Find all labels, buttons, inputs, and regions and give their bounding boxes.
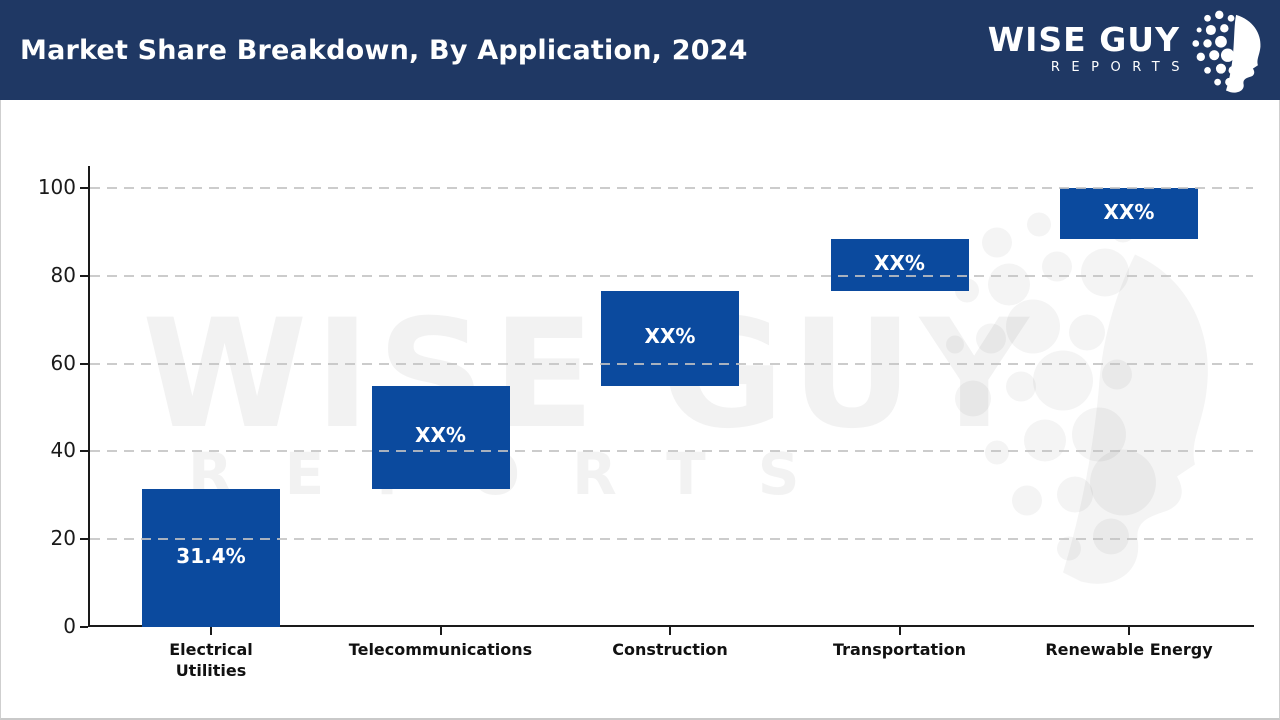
bar-electrical-utilities — [142, 489, 280, 627]
y-tick-100 — [80, 187, 88, 189]
y-tick-80 — [80, 274, 88, 277]
wise-guy-reports-logo: WISE GUY REPORTS — [988, 6, 1268, 94]
y-tick-60 — [80, 362, 88, 365]
logo-reports-label: REPORTS — [1050, 60, 1191, 75]
x-tick-transportation — [898, 627, 901, 635]
y-tick-label-100: 100 — [37, 175, 76, 199]
watermark-text-wiseguy: WISE GUY — [142, 288, 1036, 462]
logo-wiseguy-label: WISE GUY — [987, 20, 1180, 59]
x-tick-construction — [669, 627, 671, 635]
y-tick-label-80: 80 — [50, 262, 76, 287]
bar-value-label-telecommunications: XX% — [415, 423, 466, 448]
bar-value-label-construction: XX% — [644, 324, 696, 349]
x-category-label-telecommunications: Telecommunications — [321, 639, 561, 660]
y-tick-40 — [80, 450, 88, 453]
gridline-100 — [90, 187, 1253, 189]
bar-telecommunications — [371, 385, 510, 490]
x-category-label-transportation: Transportation — [780, 639, 1020, 660]
bar-transportation — [830, 239, 969, 291]
x-category-label-line: Renewable Energy — [1045, 640, 1213, 659]
y-axis-spine — [88, 166, 90, 627]
gridline-20 — [90, 538, 1253, 541]
logo-face-icon — [1192, 10, 1261, 93]
bar-value-label-renewable-energy: XX% — [1103, 199, 1155, 224]
x-category-label-line: Construction — [612, 640, 728, 659]
x-tick-renewable-energy — [1128, 627, 1130, 635]
x-category-label-line: Transportation — [832, 640, 967, 659]
x-tick-electrical-utilities — [210, 627, 212, 635]
y-tick-label-40: 40 — [50, 438, 76, 463]
x-category-label-construction: Construction — [550, 639, 790, 660]
x-axis-spine — [88, 625, 1254, 627]
y-tick-0 — [80, 626, 88, 628]
y-tick-label-20: 20 — [50, 526, 76, 551]
y-tick-label-60: 60 — [50, 350, 76, 375]
bar-value-label-electrical-utilities: 31.4% — [176, 544, 246, 569]
x-category-label-line: Electrical — [169, 640, 253, 659]
x-category-label-electrical-utilities: Electrical Utilities — [91, 639, 331, 681]
x-category-label-line: Telecommunications — [348, 640, 533, 659]
y-tick-20 — [80, 538, 88, 541]
logo-text: WISE GUY REPORTS — [987, 20, 1180, 76]
bar-construction — [601, 290, 739, 386]
header-bar: Market Share Breakdown, By Application, … — [0, 0, 1280, 100]
gridline-80 — [90, 274, 1253, 277]
gridline-40 — [90, 450, 1253, 453]
bar-renewable-energy — [1060, 188, 1198, 240]
page-title: Market Share Breakdown, By Application, … — [20, 34, 748, 66]
x-category-label-renewable-energy: Renewable Energy — [1009, 639, 1249, 660]
x-category-label-line: Utilities — [175, 661, 247, 680]
y-tick-label-0: 0 — [63, 614, 76, 638]
bar-value-label-transportation: XX% — [874, 251, 925, 276]
gridline-60 — [90, 362, 1253, 365]
x-tick-telecommunications — [439, 627, 442, 635]
